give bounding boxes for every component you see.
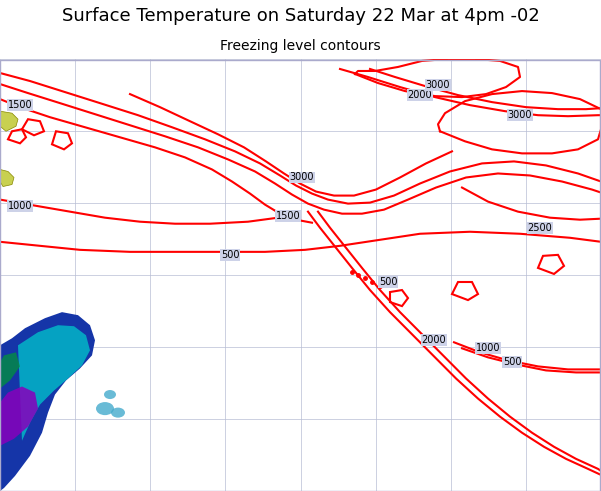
- Text: 1500: 1500: [8, 100, 32, 110]
- Ellipse shape: [96, 402, 114, 415]
- Text: 2000: 2000: [407, 90, 432, 100]
- Ellipse shape: [104, 390, 116, 399]
- Polygon shape: [18, 325, 90, 441]
- Text: 3000: 3000: [426, 80, 450, 90]
- Text: 1500: 1500: [276, 211, 300, 220]
- Text: 3000: 3000: [290, 172, 314, 183]
- Text: 3000: 3000: [508, 110, 532, 120]
- Text: 500: 500: [221, 250, 239, 260]
- Text: Freezing level contours: Freezing level contours: [220, 39, 381, 53]
- Polygon shape: [0, 386, 38, 446]
- Ellipse shape: [111, 408, 125, 418]
- Text: 500: 500: [379, 277, 397, 287]
- Text: 500: 500: [503, 357, 521, 367]
- Polygon shape: [0, 353, 20, 388]
- Polygon shape: [0, 111, 18, 131]
- Text: 1000: 1000: [476, 343, 500, 354]
- Polygon shape: [0, 312, 95, 491]
- Polygon shape: [0, 169, 14, 187]
- Text: Surface Temperature on Saturday 22 Mar at 4pm -02: Surface Temperature on Saturday 22 Mar a…: [62, 7, 539, 26]
- Text: 1000: 1000: [8, 201, 32, 211]
- Text: 2500: 2500: [528, 223, 552, 233]
- Text: 2000: 2000: [422, 335, 447, 345]
